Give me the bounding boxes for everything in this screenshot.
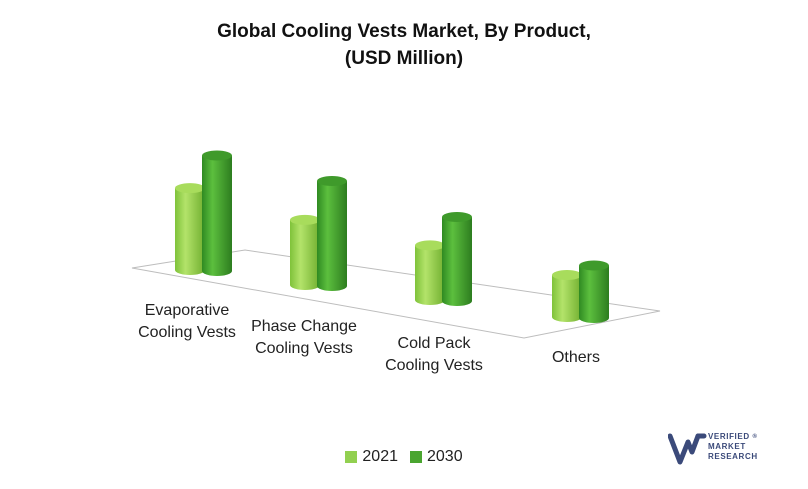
bar-body bbox=[317, 181, 347, 291]
bar-2021-3 bbox=[415, 240, 445, 305]
logo-line3: RESEARCH bbox=[708, 452, 758, 461]
logo-line1: VERIFIED bbox=[708, 432, 750, 441]
chart-title: Global Cooling Vests Market, By Product,… bbox=[0, 18, 808, 72]
bar-2030-4 bbox=[579, 260, 609, 323]
bar-top bbox=[317, 176, 347, 186]
logo-line2: MARKET bbox=[708, 442, 746, 451]
chart-legend: 2021 2030 bbox=[0, 448, 808, 466]
chart-bars bbox=[175, 150, 609, 323]
category-label-1: Evaporative Cooling Vests bbox=[138, 302, 236, 341]
legend-item-2021: 2021 bbox=[345, 448, 398, 466]
bar-top bbox=[415, 240, 445, 251]
bar-top bbox=[579, 260, 609, 271]
bar-top bbox=[442, 212, 472, 222]
bar-body bbox=[290, 219, 320, 290]
bar-2030-1 bbox=[202, 150, 232, 276]
bar-2021-1 bbox=[175, 183, 205, 275]
legend-label-2030: 2030 bbox=[427, 448, 463, 465]
logo-registered-mark: ® bbox=[752, 434, 758, 440]
bar-body bbox=[579, 265, 609, 323]
bar-2030-2 bbox=[317, 176, 347, 291]
bar-body bbox=[175, 188, 205, 275]
vmr-logo-icon bbox=[667, 433, 707, 465]
legend-swatch-2021 bbox=[345, 451, 358, 463]
chart-category-labels: Evaporative Cooling Vests Phase Change Cool… bbox=[138, 302, 600, 374]
bar-2030-3 bbox=[442, 212, 472, 306]
bar-body bbox=[442, 217, 472, 306]
category-label-4: Others bbox=[552, 349, 600, 366]
bar-top bbox=[175, 183, 205, 194]
vmr-logo-text: VERIFIED ® MARKET RESEARCH bbox=[708, 432, 758, 462]
bar-body bbox=[202, 155, 232, 276]
chart-title-line1: Global Cooling Vests Market, By Product, bbox=[217, 21, 591, 42]
bar-body bbox=[552, 275, 582, 322]
verified-market-research-logo: VERIFIED ® MARKET RESEARCH bbox=[667, 428, 778, 472]
bar-top bbox=[552, 270, 582, 280]
bar-top bbox=[202, 150, 232, 161]
legend-swatch-2030 bbox=[410, 451, 422, 463]
bar-body bbox=[415, 245, 445, 305]
bar-2021-4 bbox=[552, 270, 582, 322]
bar-top bbox=[290, 214, 320, 225]
category-label-2: Phase Change Cooling Vests bbox=[251, 318, 357, 357]
chart-subtitle: (USD Million) bbox=[344, 48, 464, 69]
legend-label-2021: 2021 bbox=[362, 448, 398, 465]
bar-2021-2 bbox=[290, 214, 320, 290]
category-label-3: Cold Pack Cooling Vests bbox=[385, 335, 483, 374]
legend-item-2030: 2030 bbox=[410, 448, 463, 466]
